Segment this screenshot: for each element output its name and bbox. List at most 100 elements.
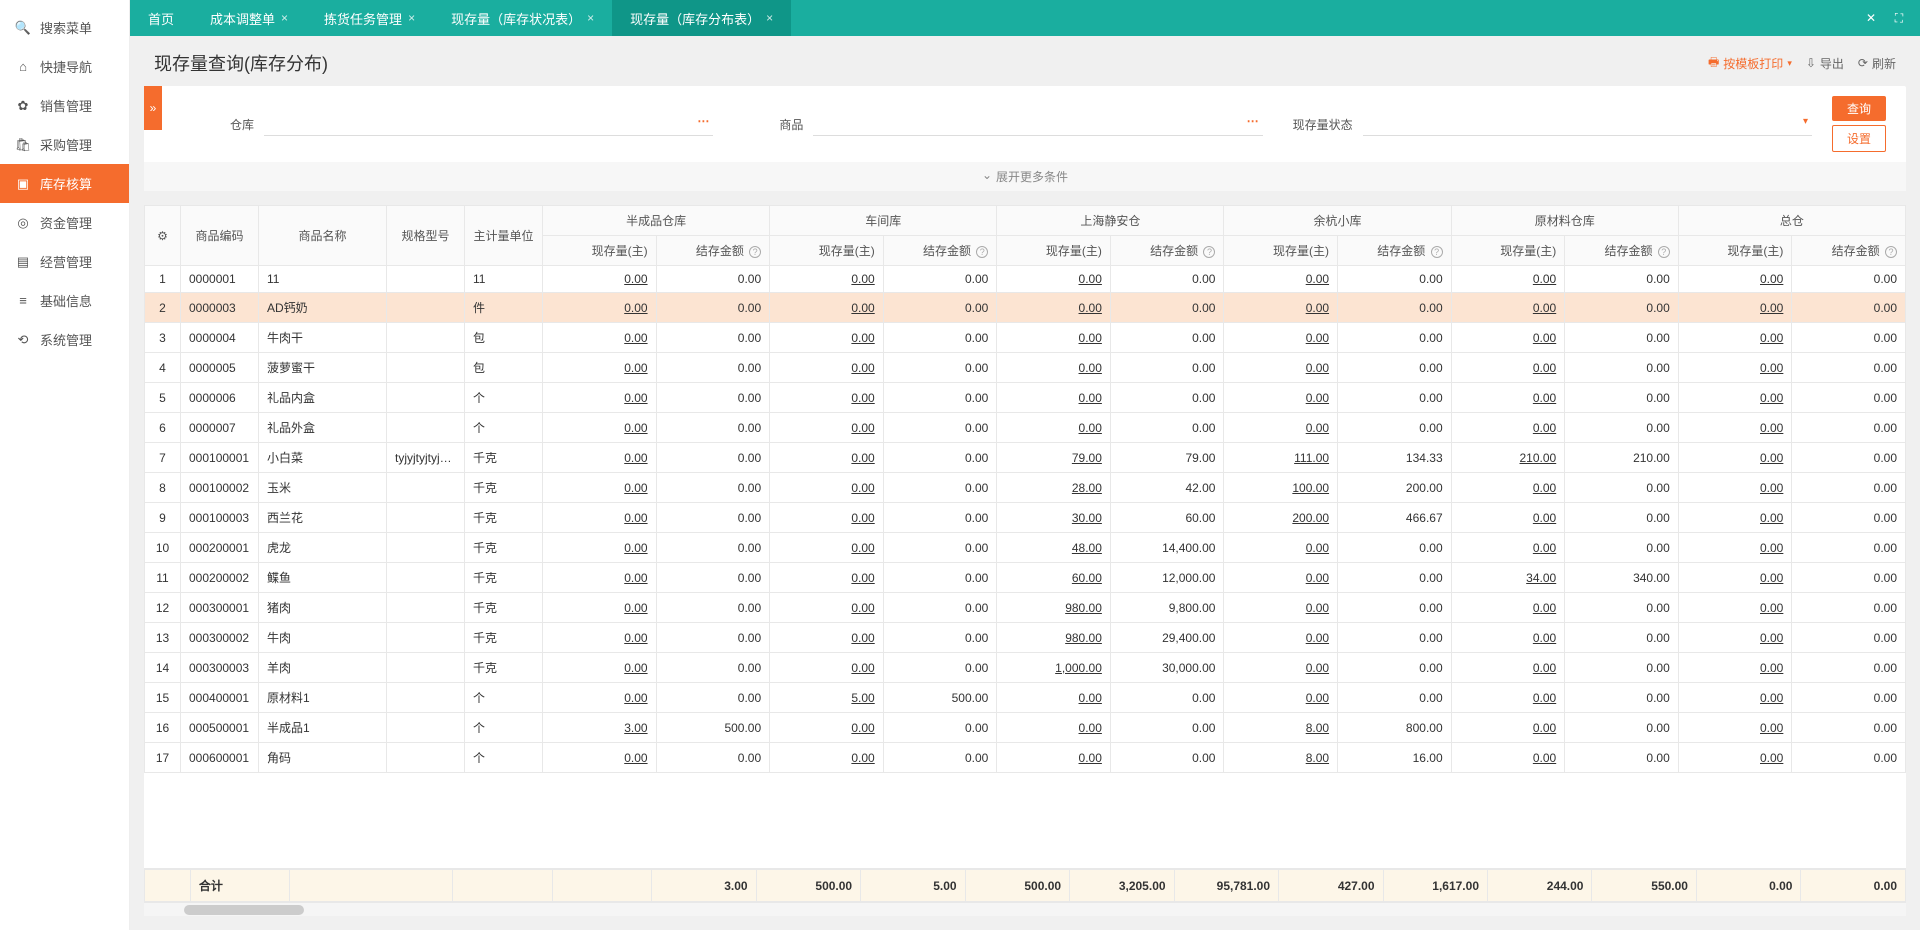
- sidebar-item-clipboard[interactable]: ▤经营管理: [0, 242, 129, 281]
- tab[interactable]: 成本调整单×: [192, 0, 306, 36]
- cell-qty[interactable]: 100.00: [1224, 473, 1338, 503]
- cell-qty[interactable]: 980.00: [997, 623, 1111, 653]
- cell-qty[interactable]: 0.00: [1451, 266, 1565, 293]
- table-row[interactable]: 12 000300001 猪肉 千克0.00 0.000.00 0.00980.…: [145, 593, 1906, 623]
- cell-qty[interactable]: 0.00: [543, 383, 657, 413]
- tab-close-icon[interactable]: ×: [281, 11, 288, 25]
- cell-qty[interactable]: 200.00: [1224, 503, 1338, 533]
- cell-qty[interactable]: 0.00: [543, 683, 657, 713]
- cell-qty[interactable]: 1,000.00: [997, 653, 1111, 683]
- tab[interactable]: 现存量（库存状况表）×: [433, 0, 612, 36]
- cell-qty[interactable]: 0.00: [1451, 743, 1565, 773]
- filter-product-picker-icon[interactable]: ⋯: [1247, 114, 1259, 128]
- cell-qty[interactable]: 0.00: [997, 293, 1111, 323]
- cell-qty[interactable]: 0.00: [1224, 623, 1338, 653]
- sidebar-item-box[interactable]: ▣库存核算: [0, 164, 129, 203]
- cell-qty[interactable]: 0.00: [770, 266, 884, 293]
- cell-qty[interactable]: 0.00: [1678, 713, 1792, 743]
- cell-qty[interactable]: 0.00: [1451, 713, 1565, 743]
- cell-qty[interactable]: 0.00: [997, 743, 1111, 773]
- cell-qty[interactable]: 0.00: [1678, 743, 1792, 773]
- help-icon[interactable]: ?: [749, 246, 761, 258]
- cell-qty[interactable]: 0.00: [997, 683, 1111, 713]
- table-row[interactable]: 13 000300002 牛肉 千克0.00 0.000.00 0.00980.…: [145, 623, 1906, 653]
- cell-qty[interactable]: 0.00: [1224, 653, 1338, 683]
- table-row[interactable]: 4 0000005 菠萝蜜干 包0.00 0.000.00 0.000.00 0…: [145, 353, 1906, 383]
- cell-qty[interactable]: 980.00: [997, 593, 1111, 623]
- filter-product-input[interactable]: [813, 112, 1262, 135]
- tab-close-all-icon[interactable]: ✕: [1860, 7, 1882, 29]
- cell-qty[interactable]: 0.00: [1224, 323, 1338, 353]
- cell-qty[interactable]: 0.00: [1678, 323, 1792, 353]
- cell-qty[interactable]: 0.00: [543, 293, 657, 323]
- table-row[interactable]: 3 0000004 牛肉干 包0.00 0.000.00 0.000.00 0.…: [145, 323, 1906, 353]
- cell-qty[interactable]: 0.00: [543, 443, 657, 473]
- table-row[interactable]: 8 000100002 玉米 千克0.00 0.000.00 0.0028.00…: [145, 473, 1906, 503]
- cell-qty[interactable]: 0.00: [543, 743, 657, 773]
- filter-collapse-toggle[interactable]: »: [144, 86, 162, 130]
- cell-qty[interactable]: 0.00: [770, 503, 884, 533]
- help-icon[interactable]: ?: [1658, 246, 1670, 258]
- cell-qty[interactable]: 0.00: [1224, 383, 1338, 413]
- cell-qty[interactable]: 0.00: [1678, 293, 1792, 323]
- tab[interactable]: 现存量（库存分布表）×: [612, 0, 791, 36]
- cell-qty[interactable]: 5.00: [770, 683, 884, 713]
- cell-qty[interactable]: 28.00: [997, 473, 1111, 503]
- cell-qty[interactable]: 0.00: [543, 353, 657, 383]
- cell-qty[interactable]: 0.00: [1678, 353, 1792, 383]
- filter-warehouse-input[interactable]: [264, 112, 713, 135]
- cell-qty[interactable]: 0.00: [997, 323, 1111, 353]
- cell-qty[interactable]: 0.00: [1451, 683, 1565, 713]
- cell-qty[interactable]: 0.00: [543, 593, 657, 623]
- table-row[interactable]: 1 0000001 11 110.00 0.000.00 0.000.00 0.…: [145, 266, 1906, 293]
- table-row[interactable]: 5 0000006 礼品内盒 个0.00 0.000.00 0.000.00 0…: [145, 383, 1906, 413]
- cell-qty[interactable]: 0.00: [1678, 443, 1792, 473]
- cell-qty[interactable]: 0.00: [1678, 623, 1792, 653]
- table-row[interactable]: 10 000200001 虎龙 千克0.00 0.000.00 0.0048.0…: [145, 533, 1906, 563]
- filter-expand-toggle[interactable]: ⌄ 展开更多条件: [144, 162, 1906, 191]
- cell-qty[interactable]: 0.00: [1451, 323, 1565, 353]
- cell-qty[interactable]: 30.00: [997, 503, 1111, 533]
- cell-qty[interactable]: 0.00: [1678, 593, 1792, 623]
- tab[interactable]: 拣货任务管理×: [306, 0, 433, 36]
- cell-qty[interactable]: 0.00: [997, 266, 1111, 293]
- cell-qty[interactable]: 0.00: [1678, 383, 1792, 413]
- cell-qty[interactable]: 0.00: [1678, 266, 1792, 293]
- tab-close-icon[interactable]: ×: [766, 11, 773, 25]
- cell-qty[interactable]: 0.00: [1451, 533, 1565, 563]
- cell-qty[interactable]: 0.00: [770, 653, 884, 683]
- cell-qty[interactable]: 0.00: [1224, 293, 1338, 323]
- help-icon[interactable]: ?: [1885, 246, 1897, 258]
- table-row[interactable]: 2 0000003 AD钙奶 件0.00 0.000.00 0.000.00 0…: [145, 293, 1906, 323]
- sidebar-item-badge[interactable]: ✿销售管理: [0, 86, 129, 125]
- tab-close-icon[interactable]: ×: [408, 11, 415, 25]
- table-row[interactable]: 9 000100003 西兰花 千克0.00 0.000.00 0.0030.0…: [145, 503, 1906, 533]
- table-row[interactable]: 7 000100001 小白菜 tyjyjtyjtyjdf... 千克0.00 …: [145, 443, 1906, 473]
- cell-qty[interactable]: 0.00: [1224, 563, 1338, 593]
- filter-warehouse-picker-icon[interactable]: ⋯: [697, 114, 709, 128]
- cell-qty[interactable]: 0.00: [1451, 383, 1565, 413]
- cell-qty[interactable]: 0.00: [1451, 593, 1565, 623]
- cell-qty[interactable]: 0.00: [1451, 503, 1565, 533]
- sidebar-item-bars[interactable]: ≡基础信息: [0, 281, 129, 320]
- tab-fullscreen-icon[interactable]: ⛶: [1888, 7, 1910, 29]
- cell-qty[interactable]: 8.00: [1224, 743, 1338, 773]
- cell-qty[interactable]: 0.00: [1451, 473, 1565, 503]
- sidebar-item-bag[interactable]: 🛍采购管理: [0, 125, 129, 164]
- cell-qty[interactable]: 0.00: [770, 293, 884, 323]
- print-button[interactable]: 🖶 按模板打印 ▾: [1708, 53, 1792, 74]
- cell-qty[interactable]: 48.00: [997, 533, 1111, 563]
- sidebar-item-search[interactable]: 🔍搜索菜单: [0, 8, 129, 47]
- cell-qty[interactable]: 0.00: [770, 623, 884, 653]
- cell-qty[interactable]: 0.00: [1678, 563, 1792, 593]
- cell-qty[interactable]: 0.00: [1678, 473, 1792, 503]
- cell-qty[interactable]: 111.00: [1224, 443, 1338, 473]
- cell-qty[interactable]: 0.00: [770, 413, 884, 443]
- cell-qty[interactable]: 0.00: [543, 503, 657, 533]
- cell-qty[interactable]: 0.00: [770, 383, 884, 413]
- sidebar-item-home[interactable]: ⌂快捷导航: [0, 47, 129, 86]
- table-row[interactable]: 16 000500001 半成品1 个3.00 500.000.00 0.000…: [145, 713, 1906, 743]
- table-row[interactable]: 11 000200002 鲽鱼 千克0.00 0.000.00 0.0060.0…: [145, 563, 1906, 593]
- cell-qty[interactable]: 0.00: [543, 473, 657, 503]
- table-row[interactable]: 17 000600001 角码 个0.00 0.000.00 0.000.00 …: [145, 743, 1906, 773]
